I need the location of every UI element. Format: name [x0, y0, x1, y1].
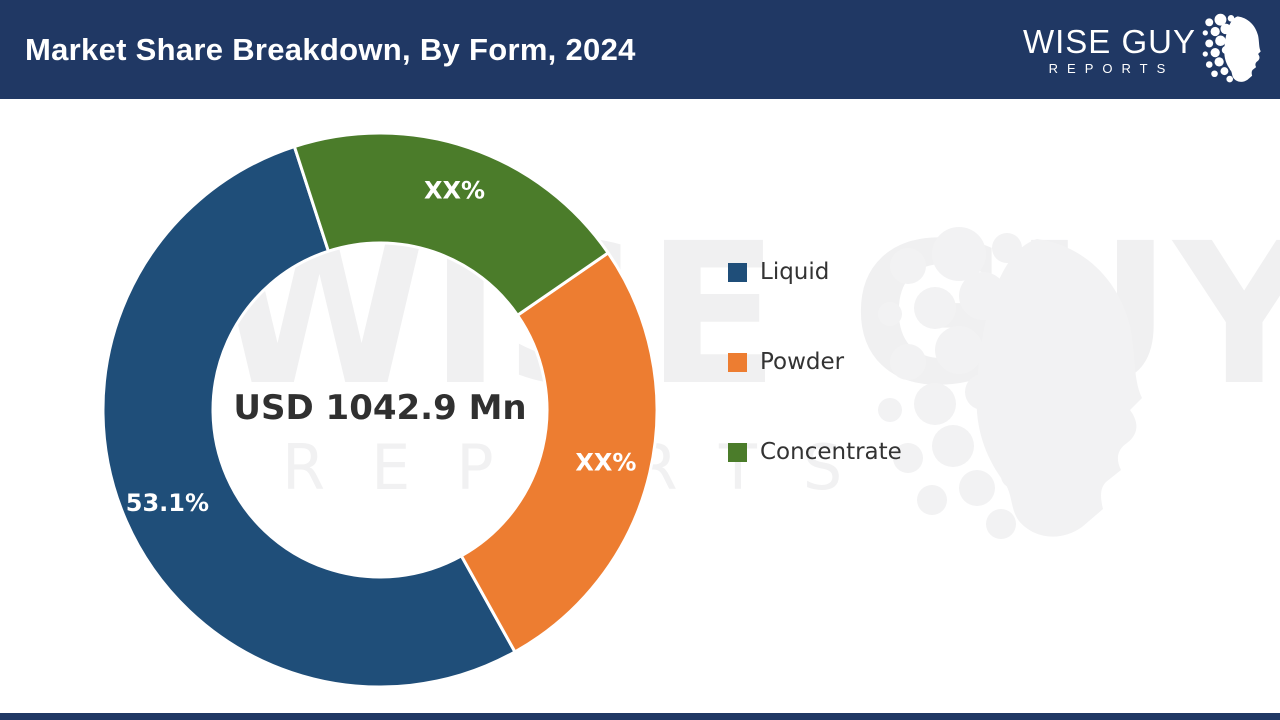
- chart-legend: Liquid Powder Concentrate: [728, 257, 902, 527]
- legend-item-concentrate: Concentrate: [728, 437, 902, 467]
- chart-center-value: USD 1042.9 Mn: [233, 388, 527, 428]
- segment-label-powder: XX%: [575, 449, 636, 477]
- page-title: Market Share Breakdown, By Form, 2024: [25, 31, 636, 67]
- legend-swatch-liquid: [728, 262, 747, 282]
- watermark-head-icon: [878, 227, 1142, 539]
- legend-label-concentrate: Concentrate: [760, 439, 902, 465]
- logo-head-icon: [1202, 13, 1261, 82]
- logo-text: WISE GUY REPORTS: [1023, 25, 1196, 75]
- content-area: WISE GUY REPORTS 53.1%XX%XX% USD 1042.9 …: [0, 99, 1280, 713]
- donut-segment-liquid: [101, 145, 517, 689]
- footer-bar: [0, 713, 1280, 720]
- donut-segment-concentrate: [292, 131, 610, 317]
- legend-label-liquid: Liquid: [760, 259, 830, 285]
- legend-item-powder: Powder: [728, 347, 902, 377]
- segment-label-liquid: 53.1%: [126, 489, 209, 517]
- logo-sub-text: REPORTS: [1048, 60, 1175, 76]
- legend-item-liquid: Liquid: [728, 257, 902, 287]
- donut-chart: 53.1% XX% XX%: [101, 131, 659, 689]
- donut-segment-powder: [459, 251, 659, 654]
- header-bar: Market Share Breakdown, By Form, 2024 WI…: [0, 0, 1280, 99]
- legend-label-powder: Powder: [760, 349, 845, 375]
- legend-swatch-concentrate: [728, 442, 747, 462]
- wise-guy-reports-logo: WISE GUY REPORTS: [1023, 9, 1266, 91]
- logo-brand-text: WISE GUY: [1022, 22, 1196, 60]
- segment-label-concentrate: XX%: [424, 176, 485, 204]
- legend-swatch-powder: [728, 352, 747, 372]
